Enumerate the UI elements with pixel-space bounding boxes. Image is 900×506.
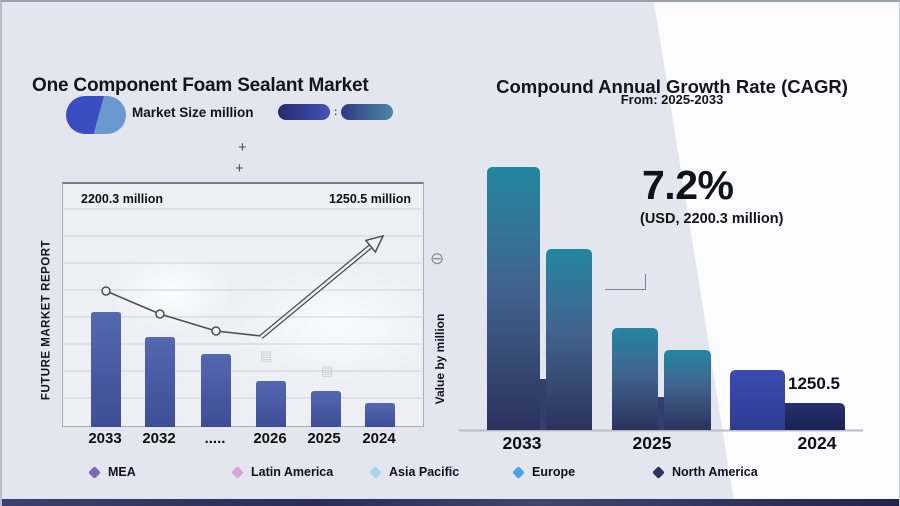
corner-bracket-decoration (605, 274, 646, 290)
cagr-title: Compound Annual Growth Rate (CAGR) (496, 76, 848, 98)
diamond-icon (369, 465, 382, 479)
plus-icon: + (235, 160, 244, 177)
left-chart-category: 2026 (253, 430, 287, 447)
chart-annotation-right: 1250.5 million (329, 192, 411, 206)
market-size-chart-svg (64, 208, 422, 427)
legend-label: North America (672, 465, 758, 479)
right-chart-category: 2024 (797, 433, 837, 453)
pill-teal-icon (341, 104, 394, 120)
page-title: One Component Foam Sealant Market (32, 74, 369, 96)
cagr-detail: (USD, 2200.3 million) (640, 211, 784, 227)
left-chart-category: ..... (204, 430, 226, 447)
market-size-chart: 2200.3 million 1250.5 million ▤ ▤ (62, 182, 424, 427)
legend-label: Asia Pacific (389, 465, 460, 479)
legend-item-north-america: North America (652, 465, 758, 479)
cagr-value: 7.2% (642, 162, 734, 208)
cagr-subtitle: From: 2025-2033 (620, 92, 724, 107)
plus-icon: + (238, 139, 247, 156)
diamond-icon (652, 465, 665, 479)
ghost-doc-icon: ▤ (260, 348, 273, 363)
diamond-icon (512, 465, 525, 479)
legend-label: Latin America (251, 465, 334, 479)
pill-colon: : (334, 106, 338, 118)
legend-item-mea: MEA (88, 465, 136, 479)
legend-item-asia-pacific: Asia Pacific (369, 465, 460, 479)
right-chart-category: 2033 (502, 433, 542, 453)
legend-item-europe: Europe (512, 465, 576, 479)
right-chart-category: 2025 (632, 433, 672, 453)
left-chart-category: 2032 (142, 430, 176, 447)
pill-dark-blue-icon (278, 104, 330, 120)
legend-label: MEA (108, 465, 136, 479)
chart-annotation-left: 2200.3 million (81, 192, 163, 206)
ghost-doc-icon: ▤ (321, 363, 334, 378)
market-size-label: Market Size million (132, 105, 254, 120)
left-chart-category: 2024 (362, 430, 396, 447)
circled-minus-icon: ⊖ (430, 249, 445, 268)
legend-label: Europe (532, 465, 576, 479)
market-size-capsule-icon (66, 96, 126, 134)
bar-value-label: 1250.5 (788, 374, 840, 393)
watermark-vertical-label: FUTURE MARKET REPORT (40, 239, 53, 401)
diamond-icon (88, 465, 101, 479)
legend-item-latin-america: Latin America (231, 465, 334, 479)
cagr-chart-svg (459, 167, 863, 432)
value-axis-label: Value by million (433, 313, 447, 405)
bottom-accent-strip (2, 499, 899, 506)
ratio-pills-icon: : (278, 104, 394, 120)
left-chart-category: 2025 (307, 430, 341, 447)
diamond-icon (231, 465, 244, 479)
left-chart-category: 2033 (88, 430, 122, 447)
